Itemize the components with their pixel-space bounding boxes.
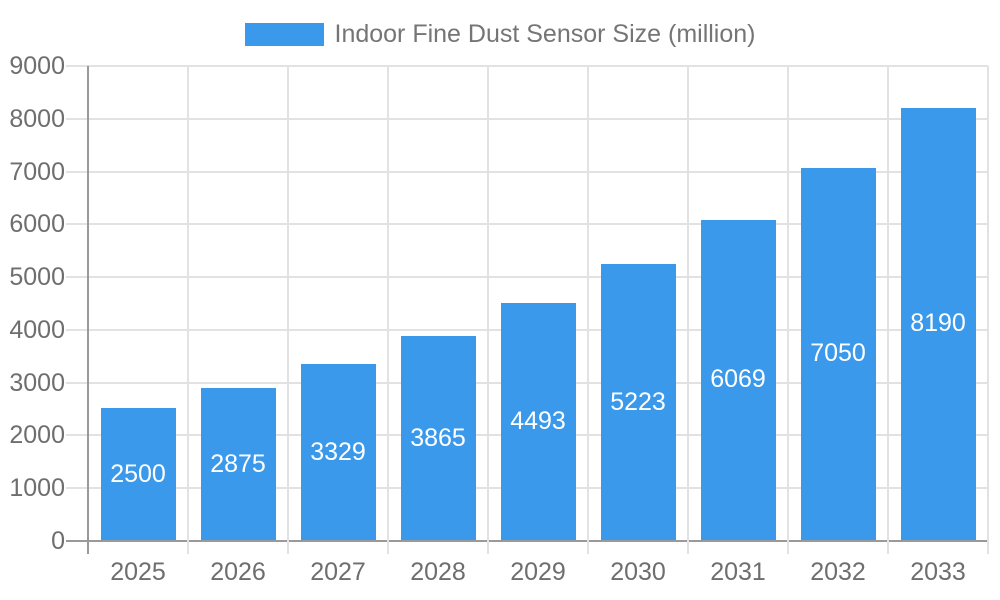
h-gridline xyxy=(66,117,988,120)
bar[interactable]: 7050 xyxy=(800,167,876,540)
bar-value-label: 8190 xyxy=(910,309,966,338)
x-axis-tick-label: 2033 xyxy=(910,558,966,586)
y-axis-tick-label: 5000 xyxy=(9,263,65,292)
x-axis-tick-label: 2025 xyxy=(110,558,166,586)
h-gridline xyxy=(66,276,988,279)
bar-value-label: 6069 xyxy=(710,365,766,394)
x-axis-tick-label: 2027 xyxy=(310,558,366,586)
bar[interactable]: 3865 xyxy=(400,336,476,540)
bar-value-label: 5223 xyxy=(610,387,666,416)
y-axis-tick-label: 3000 xyxy=(9,368,65,397)
h-gridline xyxy=(66,170,988,173)
bar[interactable]: 4493 xyxy=(500,302,576,540)
bar[interactable]: 3329 xyxy=(300,364,376,540)
legend-swatch-icon xyxy=(244,23,324,46)
y-axis-tick-label: 1000 xyxy=(9,474,65,503)
bar[interactable]: 8190 xyxy=(900,107,976,540)
v-gridline xyxy=(487,66,489,554)
v-gridline xyxy=(287,66,289,554)
x-axis-tick-label: 2028 xyxy=(410,558,466,586)
y-axis-tick-label: 7000 xyxy=(9,157,65,186)
h-gridline xyxy=(66,65,988,67)
x-axis-tick-label: 2026 xyxy=(210,558,266,586)
y-axis-tick-label: 9000 xyxy=(9,52,65,80)
y-axis-tick-label: 6000 xyxy=(9,210,65,239)
bar[interactable]: 5223 xyxy=(600,264,676,540)
bar[interactable]: 6069 xyxy=(700,219,776,540)
bar-value-label: 7050 xyxy=(810,339,866,368)
v-gridline xyxy=(387,66,389,554)
y-axis-tick-label: 4000 xyxy=(9,315,65,344)
y-axis-line xyxy=(87,66,89,554)
x-axis-tick-label: 2030 xyxy=(610,558,666,586)
v-gridline xyxy=(987,66,989,554)
legend-label: Indoor Fine Dust Sensor Size (million) xyxy=(334,20,756,48)
v-gridline xyxy=(187,66,189,554)
plot-area: 2500 2875 3329 3865 4493 5223 6069 7050 8190 xyxy=(66,65,989,554)
v-gridline xyxy=(787,66,789,554)
y-axis-tick-label: 2000 xyxy=(9,421,65,450)
x-axis-line xyxy=(66,540,988,542)
bar-value-label: 2500 xyxy=(110,459,166,488)
bar[interactable]: 2875 xyxy=(200,388,276,540)
x-axis-tick-label: 2031 xyxy=(710,558,766,586)
x-axis-tick-label: 2029 xyxy=(510,558,566,586)
v-gridline xyxy=(887,66,889,554)
bar-value-label: 3329 xyxy=(310,437,366,466)
bar-value-label: 2875 xyxy=(210,449,266,478)
bar-value-label: 3865 xyxy=(410,423,466,452)
h-gridline xyxy=(66,223,988,226)
y-axis-tick-label: 8000 xyxy=(9,104,65,133)
bar[interactable]: 2500 xyxy=(100,408,176,540)
v-gridline xyxy=(687,66,689,554)
v-gridline xyxy=(587,66,589,554)
bar-value-label: 4493 xyxy=(510,406,566,435)
y-axis-tick-label: 0 xyxy=(51,527,65,555)
x-axis-tick-label: 2032 xyxy=(810,558,866,586)
chart-legend[interactable]: Indoor Fine Dust Sensor Size (million) xyxy=(0,20,1000,49)
